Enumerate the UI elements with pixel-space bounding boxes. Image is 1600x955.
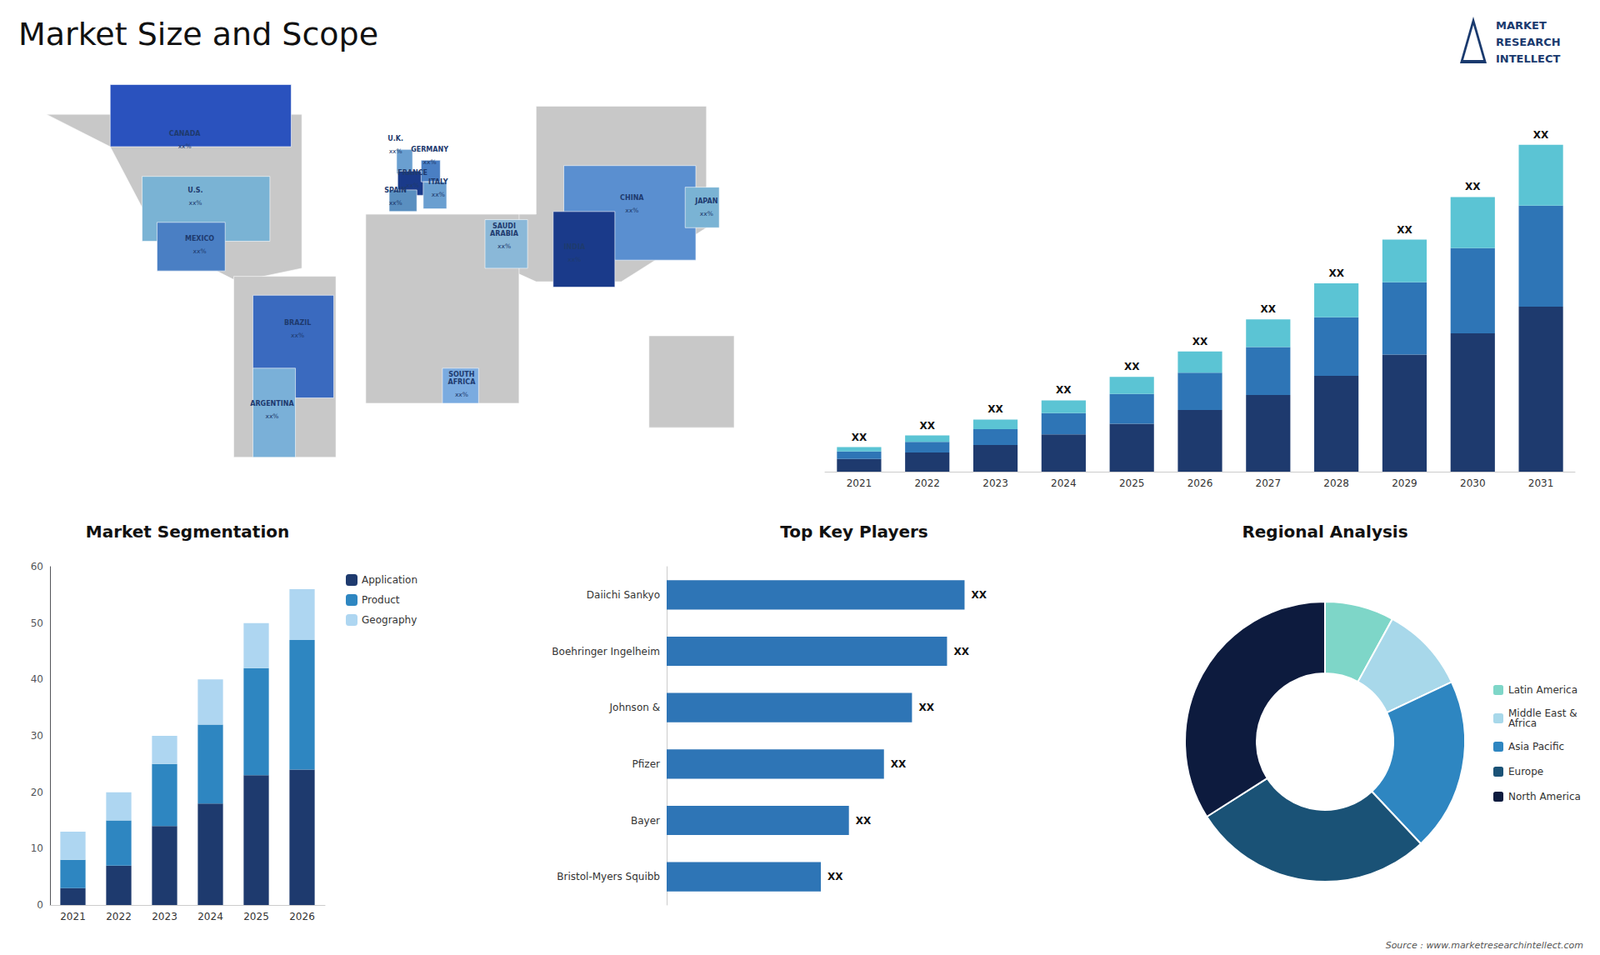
- svg-text:XX: XX: [855, 815, 872, 827]
- svg-text:SAUDI: SAUDI: [492, 222, 516, 230]
- svg-text:XX: XX: [890, 758, 907, 770]
- svg-text:BRAZIL: BRAZIL: [284, 319, 311, 327]
- svg-text:XX: XX: [827, 870, 844, 883]
- svg-text:2027: 2027: [1255, 477, 1282, 490]
- svg-text:2025: 2025: [1119, 477, 1145, 490]
- svg-text:XX: XX: [953, 645, 970, 658]
- svg-text:XX: XX: [1396, 224, 1413, 236]
- svg-text:2030: 2030: [1460, 477, 1486, 490]
- svg-text:xx%: xx%: [193, 247, 207, 255]
- svg-text:U.K.: U.K.: [387, 135, 404, 143]
- svg-text:xx%: xx%: [625, 206, 639, 215]
- svg-text:xx%: xx%: [405, 181, 420, 190]
- svg-text:SOUTH: SOUTH: [448, 370, 475, 379]
- svg-text:GERMANY: GERMANY: [410, 145, 449, 154]
- svg-text:Johnson &: Johnson &: [609, 701, 660, 714]
- svg-text:xx%: xx%: [567, 255, 581, 264]
- svg-text:xx%: xx%: [423, 158, 437, 166]
- svg-text:INTELLECT: INTELLECT: [1495, 52, 1560, 65]
- svg-text:Pfizer: Pfizer: [632, 758, 660, 770]
- svg-text:XX: XX: [918, 701, 935, 714]
- svg-text:U.S.: U.S.: [187, 186, 203, 195]
- svg-text:Africa: Africa: [1508, 717, 1537, 730]
- svg-text:CANADA: CANADA: [169, 130, 202, 138]
- svg-text:Bristol-Myers Squibb: Bristol-Myers Squibb: [556, 870, 660, 883]
- svg-text:40: 40: [30, 673, 44, 685]
- svg-text:2031: 2031: [1528, 477, 1555, 490]
- svg-text:xx%: xx%: [497, 242, 511, 250]
- svg-text:xx%: xx%: [290, 331, 305, 340]
- svg-text:Bayer: Bayer: [630, 815, 660, 827]
- svg-text:SPAIN: SPAIN: [384, 186, 407, 195]
- svg-text:xx%: xx%: [455, 390, 469, 399]
- svg-text:30: 30: [30, 730, 44, 742]
- svg-text:XX: XX: [1533, 129, 1550, 141]
- svg-text:ITALY: ITALY: [428, 178, 449, 186]
- svg-text:Source : www.marketresearchint: Source : www.marketresearchintellect.com: [1385, 940, 1584, 951]
- svg-text:Product: Product: [361, 594, 400, 606]
- svg-text:Middle East &: Middle East &: [1508, 707, 1578, 720]
- svg-text:xx%: xx%: [178, 142, 192, 150]
- svg-text:XX: XX: [1124, 360, 1140, 373]
- svg-text:2026: 2026: [289, 910, 315, 923]
- svg-text:xx%: xx%: [265, 412, 279, 420]
- svg-text:MARKET: MARKET: [1495, 19, 1547, 32]
- svg-text:2024: 2024: [1050, 477, 1077, 490]
- svg-text:Top Key Players: Top Key Players: [780, 521, 928, 542]
- svg-text:2021: 2021: [60, 910, 86, 923]
- svg-text:2026: 2026: [1187, 477, 1214, 490]
- svg-text:50: 50: [30, 617, 44, 630]
- svg-text:XX: XX: [1328, 267, 1345, 280]
- svg-text:2024: 2024: [197, 910, 224, 923]
- svg-text:10: 10: [30, 842, 44, 855]
- svg-text:xx%: xx%: [431, 190, 445, 199]
- svg-text:Application: Application: [361, 574, 418, 586]
- svg-text:XX: XX: [919, 420, 935, 432]
- svg-text:Latin America: Latin America: [1508, 684, 1578, 696]
- svg-text:60: 60: [30, 560, 44, 573]
- svg-text:Asia Pacific: Asia Pacific: [1508, 740, 1565, 753]
- svg-text:2021: 2021: [846, 477, 873, 490]
- svg-text:0: 0: [36, 899, 44, 911]
- svg-text:FRANCE: FRANCE: [397, 169, 428, 177]
- svg-text:xx%: xx%: [389, 147, 403, 155]
- svg-text:XX: XX: [851, 431, 868, 444]
- svg-text:2023: 2023: [982, 477, 1009, 490]
- svg-text:North America: North America: [1508, 790, 1581, 803]
- svg-text:MEXICO: MEXICO: [185, 235, 215, 243]
- svg-text:2028: 2028: [1323, 477, 1350, 490]
- svg-text:xx%: xx%: [389, 199, 403, 207]
- svg-text:INDIA: INDIA: [564, 243, 586, 251]
- svg-text:Geography: Geography: [361, 614, 417, 626]
- svg-text:XX: XX: [1260, 303, 1277, 315]
- svg-text:XX: XX: [987, 403, 1004, 415]
- svg-text:20: 20: [30, 786, 44, 799]
- svg-text:Boehringer Ingelheim: Boehringer Ingelheim: [551, 645, 660, 658]
- svg-text:2025: 2025: [243, 910, 270, 923]
- svg-text:Market Size and Scope: Market Size and Scope: [18, 15, 379, 53]
- svg-text:Regional Analysis: Regional Analysis: [1241, 521, 1408, 542]
- svg-text:Market Segmentation: Market Segmentation: [85, 521, 290, 542]
- svg-text:XX: XX: [1192, 335, 1209, 348]
- svg-text:ARGENTINA: ARGENTINA: [250, 400, 295, 408]
- svg-text:Daiichi Sankyo: Daiichi Sankyo: [586, 589, 660, 601]
- svg-text:CHINA: CHINA: [620, 194, 645, 202]
- svg-text:xx%: xx%: [700, 210, 714, 218]
- svg-text:Europe: Europe: [1508, 765, 1544, 778]
- svg-text:XX: XX: [1055, 384, 1072, 396]
- svg-text:XX: XX: [1465, 180, 1481, 193]
- svg-text:ARABIA: ARABIA: [490, 230, 520, 238]
- svg-text:xx%: xx%: [188, 199, 202, 207]
- svg-text:AFRICA: AFRICA: [447, 378, 476, 386]
- svg-text:XX: XX: [970, 589, 987, 601]
- svg-text:2023: 2023: [151, 910, 178, 923]
- svg-text:JAPAN: JAPAN: [694, 197, 718, 205]
- svg-text:2022: 2022: [914, 477, 940, 490]
- svg-text:RESEARCH: RESEARCH: [1495, 35, 1561, 49]
- svg-text:2029: 2029: [1391, 477, 1418, 490]
- svg-text:2022: 2022: [105, 910, 132, 923]
